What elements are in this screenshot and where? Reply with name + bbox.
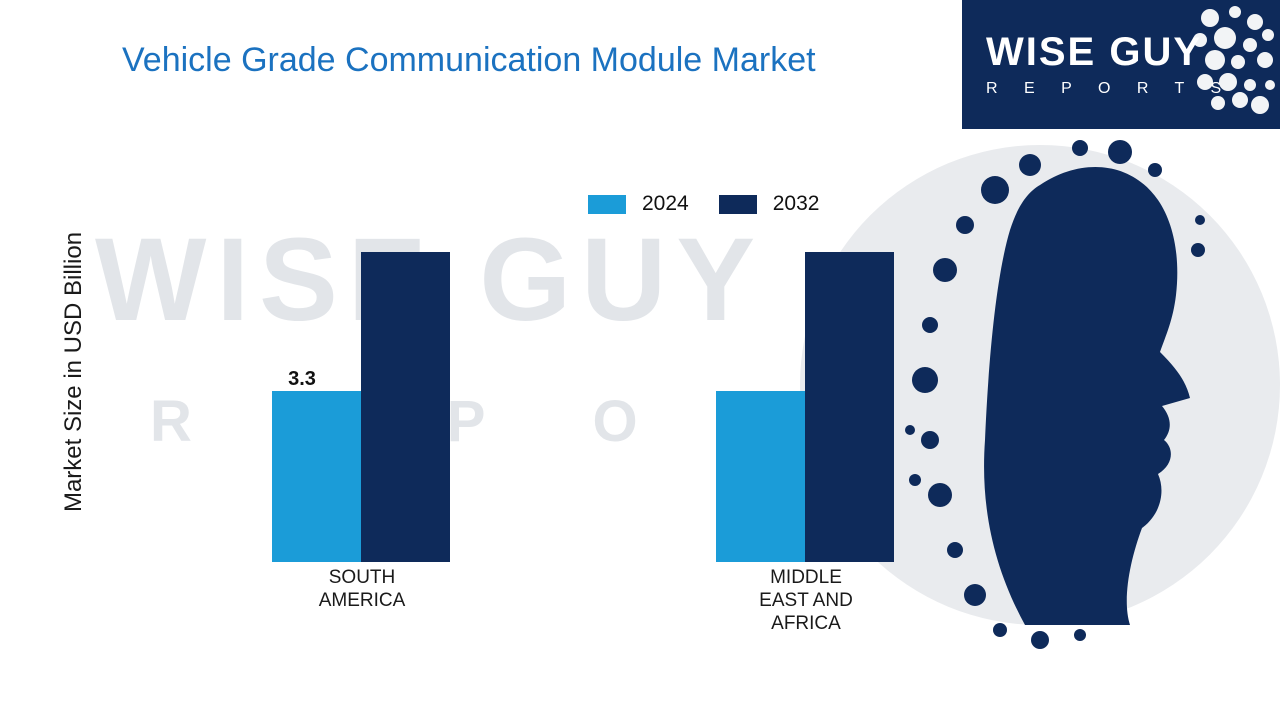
legend: 2024 2032 xyxy=(588,192,819,216)
legend-item-2032: 2032 xyxy=(718,192,820,216)
bar-middle-east-and-africa-2024 xyxy=(716,391,805,562)
legend-swatch-2032 xyxy=(718,194,757,214)
logo: WISE GUY R E P O R T S xyxy=(962,0,1280,129)
logo-wordmark: WISE GUY R E P O R T S xyxy=(986,30,1232,98)
category-label-south-america: SOUTH AMERICA xyxy=(318,567,406,611)
legend-label-2024: 2024 xyxy=(642,192,689,215)
category-label-middle-east-and-africa: MIDDLE EAST AND AFRICA xyxy=(759,567,853,634)
y-axis-label: Market Size in USD Billion xyxy=(60,231,87,513)
legend-item-2024: 2024 xyxy=(588,192,689,216)
bar-value-label: 3.3 xyxy=(288,368,316,390)
logo-face-icon xyxy=(1193,6,1275,114)
face-silhouette-icon xyxy=(905,140,1205,649)
face-graphic-icon xyxy=(800,140,1280,649)
bar-south-america-2024 xyxy=(272,391,361,562)
bar-middle-east-and-africa-2032 xyxy=(805,252,894,562)
legend-label-2032: 2032 xyxy=(772,192,820,215)
bar-south-america-2032 xyxy=(361,252,450,562)
legend-swatch-2024 xyxy=(588,194,626,214)
logo-wordmark-text: WISE GUY xyxy=(986,30,1203,74)
logo-reports-text: R E P O R T S xyxy=(986,80,1233,97)
